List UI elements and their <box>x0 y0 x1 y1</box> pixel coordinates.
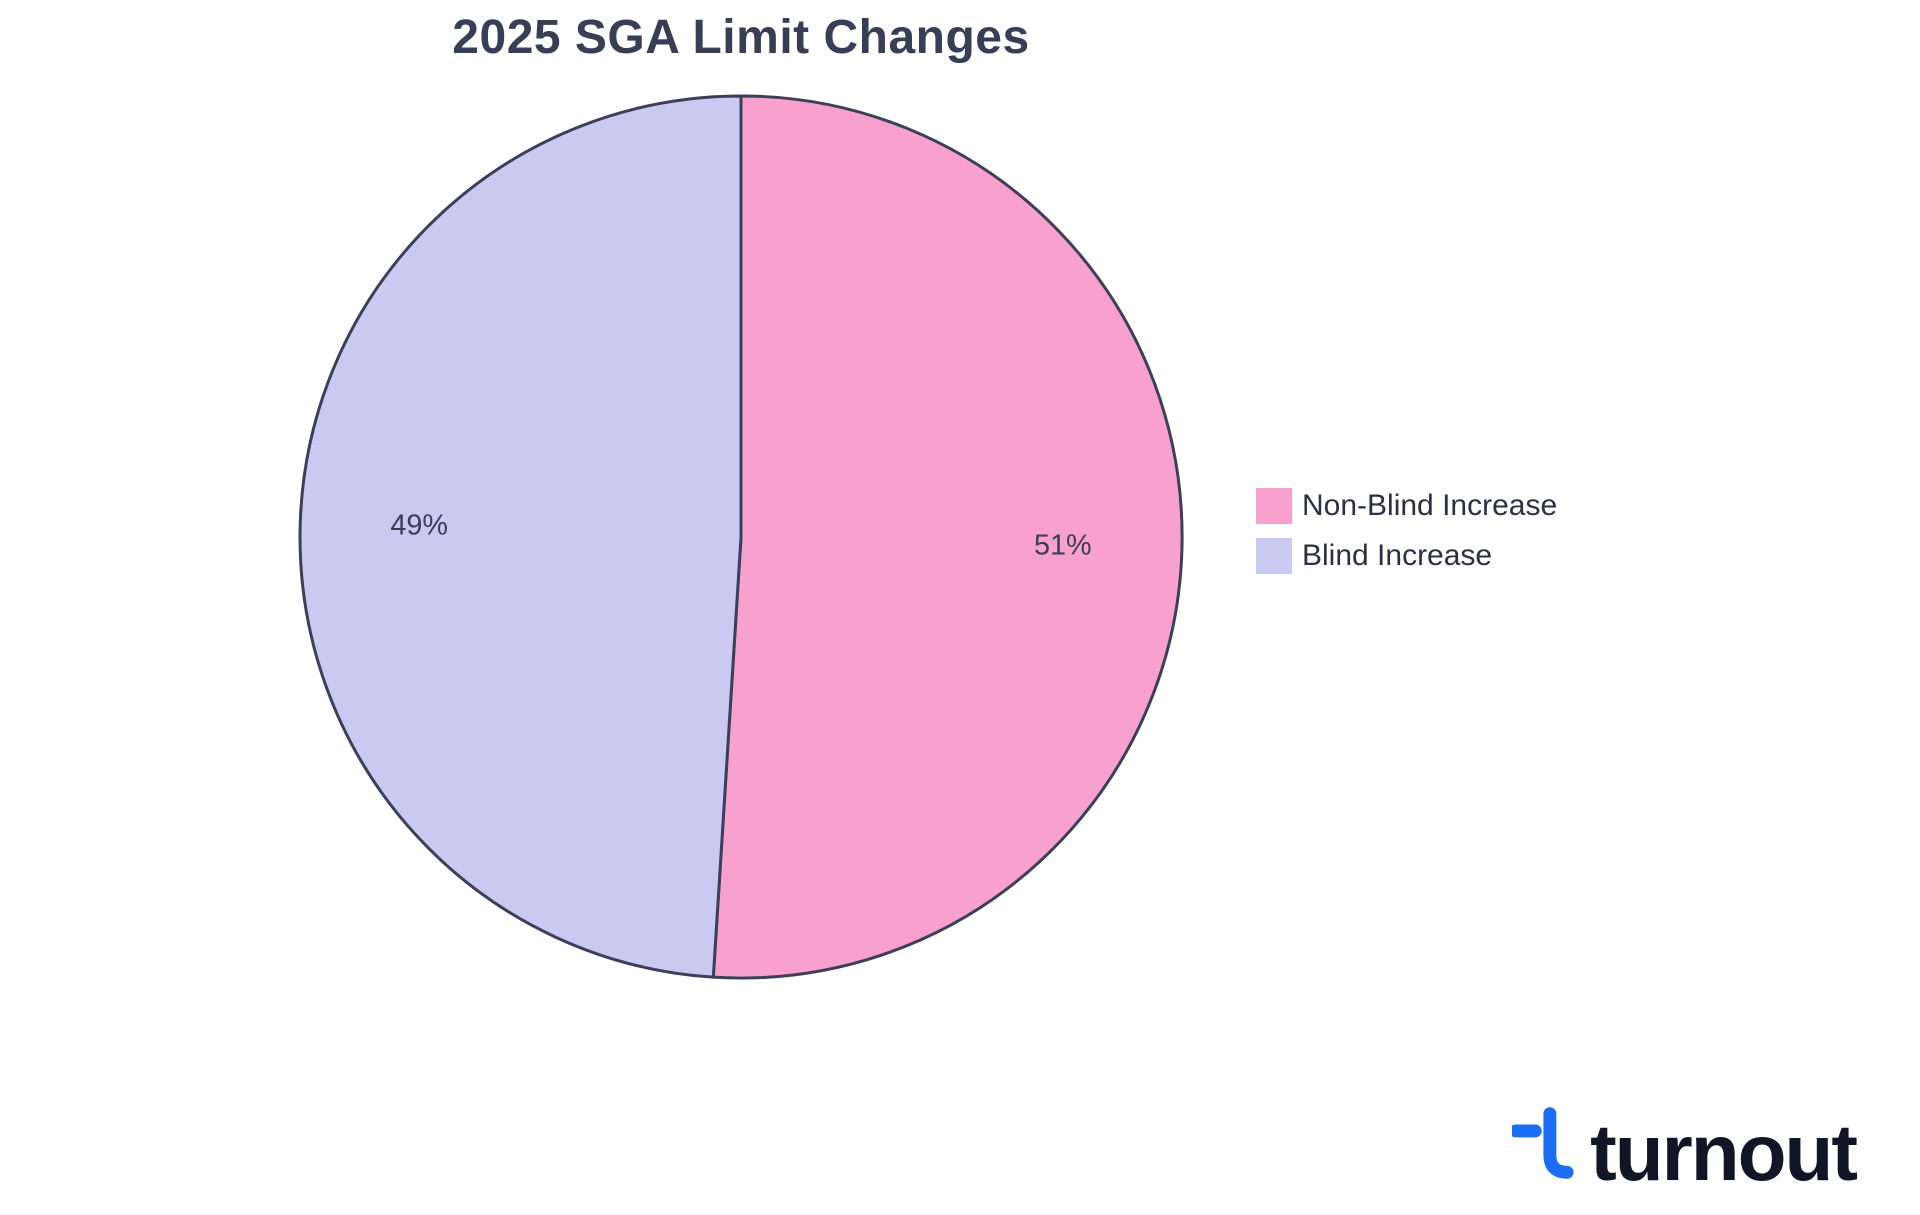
legend-swatch-non-blind <box>1256 488 1292 524</box>
pie-slice-1 <box>298 94 743 979</box>
turnout-logo-text: turnout <box>1590 1108 1858 1197</box>
legend-item-blind: Blind Increase <box>1256 538 1557 574</box>
pie-chart: 51% 49% <box>298 94 1184 980</box>
turnout-logo-icon <box>1512 1107 1574 1179</box>
slice-label-1: 49% <box>390 509 448 541</box>
pie-slice-0 <box>711 94 1184 980</box>
turnout-branding: turnout <box>1512 1106 1858 1197</box>
legend-swatch-blind <box>1256 538 1292 574</box>
chart-title: 2025 SGA Limit Changes <box>452 11 1030 64</box>
slice-label-0: 51% <box>1034 530 1092 562</box>
legend-label-blind: Blind Increase <box>1302 539 1493 572</box>
legend-label-non-blind: Non-Blind Increase <box>1302 489 1558 522</box>
legend-item-non-blind: Non-Blind Increase <box>1256 488 1557 524</box>
pie-chart-area: 51% 49% <box>294 90 1188 984</box>
legend: Non-Blind Increase Blind Increase <box>1256 488 1557 574</box>
